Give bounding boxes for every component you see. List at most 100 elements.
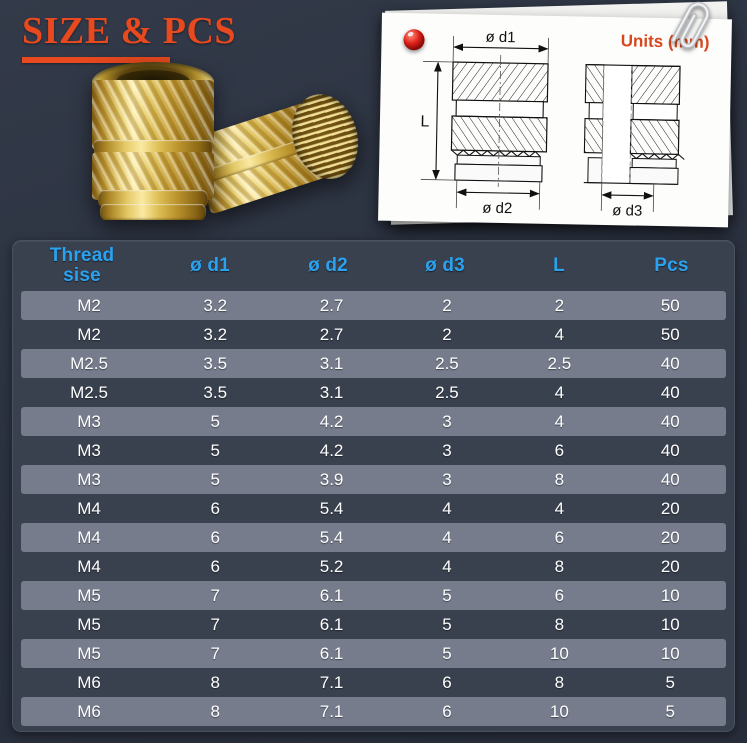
table-cell: 4 [442,498,452,518]
table-cell: 6 [554,527,565,547]
table-cell: 8 [554,469,565,489]
svg-text:L: L [420,113,429,130]
table-row: M2 3.2 2.7 2 2 50 [21,291,726,320]
table-cell: 5.2 [319,556,344,576]
table-cell: 6 [554,585,565,605]
table-cell: 4.2 [319,440,344,460]
table-cell: 6 [210,556,220,576]
table-cell: M3 [77,411,101,431]
table-cell: 4 [442,527,452,547]
table-cell: 20 [660,556,680,576]
table-cell: 8 [210,672,220,692]
table-cell: 8 [554,614,565,634]
title-underline [22,56,170,63]
table-cell: 8 [554,556,565,576]
table-cell: M2.5 [70,382,108,402]
thread-size-line2: sise [63,265,101,286]
table-cell: 10 [660,614,680,634]
insert-dimension-drawing: ø d1 L ø d2 [420,29,685,220]
table-cell: 4 [554,324,565,344]
table-cell: M4 [77,527,101,547]
column-header-thread-size: Thread sise [13,246,151,286]
svg-text:ø d2: ø d2 [482,200,512,218]
page-title: SIZE & PCS [22,10,237,52]
table-cell: 40 [660,440,680,460]
table-row: M2.5 3.5 3.1 2.5 4 40 [21,378,726,407]
table-cell: 6 [210,498,220,518]
table-cell: M5 [77,614,101,634]
column-header-l: L [553,255,565,277]
table-cell: 40 [660,469,680,489]
paper-sheet-front: Units (mm) [378,12,732,228]
table-cell: 4 [554,411,565,431]
table-row: M4 6 5.4 4 6 20 [21,523,726,552]
table-cell: M2.5 [70,353,108,373]
table-row: M5 7 6.1 5 10 10 [21,639,726,668]
table-cell: 6.1 [319,614,344,634]
technical-drawing-card: Units (mm) [378,1,740,232]
table-cell: 40 [660,353,680,373]
brass-insert-left [86,62,226,230]
table-cell: 2.7 [319,295,344,315]
column-header-d1: ø d1 [190,255,230,277]
table-cell: 6 [442,672,452,692]
table-row: M4 6 5.2 4 8 20 [21,552,726,581]
table-cell: 3.9 [319,469,344,489]
spec-table: Thread sise ø d1 ø d2 ø d3 L Pcs M2 3.2 2.… [12,240,735,732]
svg-text:ø d3: ø d3 [612,202,642,220]
table-cell: 2.7 [319,324,344,344]
table-cell: 8 [554,672,565,692]
table-cell: 3 [442,411,452,431]
table-cell: 2 [442,295,452,315]
table-cell: 6.1 [319,643,344,663]
table-cell: 5 [442,614,452,634]
table-cell: 4 [442,556,452,576]
table-cell: 7.1 [319,701,344,721]
table-cell: 6.1 [319,585,344,605]
page-title-block: SIZE & PCS [22,10,237,63]
column-header-pcs: Pcs [654,255,689,277]
table-cell: M5 [77,585,101,605]
table-cell: 5 [210,411,220,431]
table-cell: 7 [210,585,220,605]
table-cell: 3.1 [319,382,344,402]
table-row: M6 8 7.1 6 8 5 [21,668,726,697]
table-cell: M4 [77,498,101,518]
table-cell: M4 [77,556,101,576]
table-cell: 10 [549,643,569,663]
table-cell: M5 [77,643,101,663]
table-cell: 2.5 [547,353,572,373]
table-cell: 2 [554,295,565,315]
table-header-row: Thread sise ø d1 ø d2 ø d3 L Pcs [13,241,734,291]
table-cell: 20 [660,527,680,547]
table-cell: 5.4 [319,498,344,518]
table-cell: M6 [77,672,101,692]
table-cell: 7 [210,643,220,663]
table-row: M5 7 6.1 5 8 10 [21,610,726,639]
table-cell: 7 [210,614,220,634]
table-cell: 4.2 [319,411,344,431]
table-cell: 5 [210,469,220,489]
table-row: M5 7 6.1 5 6 10 [21,581,726,610]
table-cell: 50 [660,324,680,344]
column-header-d3: ø d3 [425,255,465,277]
table-row: M2.5 3.5 3.1 2.5 2.5 40 [21,349,726,378]
table-cell: M6 [77,701,101,721]
table-cell: 2.5 [435,353,459,373]
table-cell: 3.1 [319,353,344,373]
table-cell: M3 [77,469,101,489]
table-cell: 5 [665,672,675,692]
paperclip-icon [670,1,710,49]
table-cell: 5 [210,440,220,460]
table-cell: 5 [442,643,452,663]
table-cell: M2 [77,324,101,344]
table-cell: 6 [210,527,220,547]
table-cell: 3 [442,469,452,489]
thread-size-line1: Thread [49,245,115,267]
product-photo [78,58,368,233]
table-row: M3 5 4.2 3 4 40 [21,407,726,436]
table-cell: 10 [549,701,569,721]
table-cell: 4 [554,498,565,518]
table-cell: 3 [442,440,452,460]
